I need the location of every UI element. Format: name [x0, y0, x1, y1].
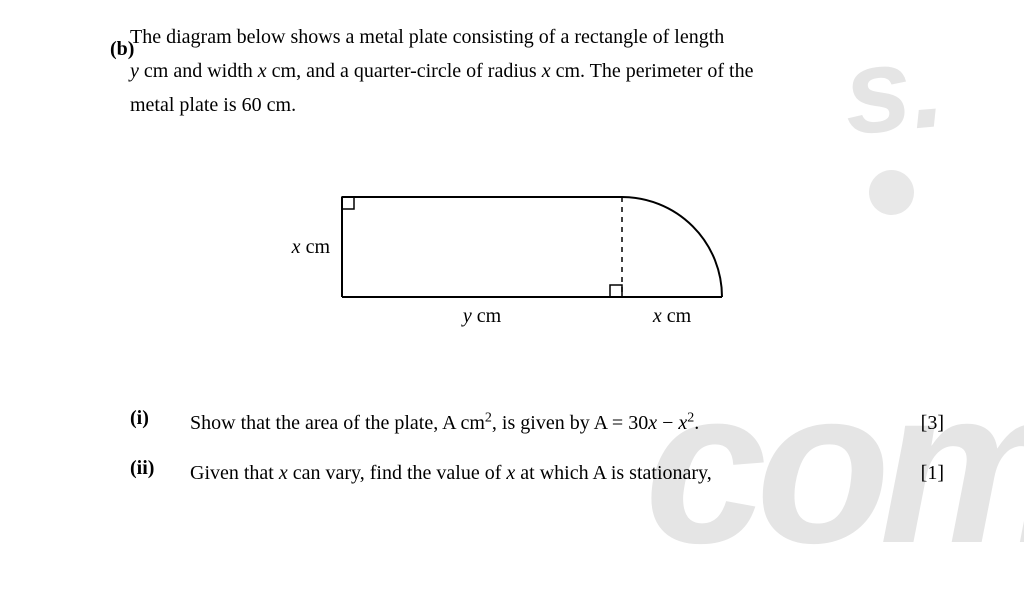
marks-i: [3] — [921, 407, 944, 439]
subpart-ii-label: (ii) — [130, 457, 154, 480]
subpart-i: (i) Show that the area of the plate, A c… — [130, 407, 974, 439]
subpart-i-label: (i) — [130, 407, 149, 430]
metal-plate-svg: x cm y cm x cm — [262, 177, 762, 337]
problem-line2a: cm and width — [139, 60, 258, 82]
svg-text:y cm: y cm — [461, 305, 502, 327]
part-label: (b) — [110, 38, 134, 61]
subpart-i-text: Show that the area of the plate, A cm2, … — [190, 407, 974, 439]
problem-line2b: cm, and a quarter-circle of radius — [267, 60, 542, 82]
var-y: y — [130, 60, 139, 82]
subpart-ii-text: Given that x can vary, find the value of… — [190, 457, 974, 489]
problem-line3: metal plate is 60 cm. — [130, 94, 296, 116]
problem-statement: The diagram below shows a metal plate co… — [130, 20, 950, 122]
marks-ii: [1] — [921, 457, 944, 489]
problem-line2c: cm. The perimeter of the — [551, 60, 754, 82]
subpart-ii: (ii) Given that x can vary, find the val… — [130, 457, 974, 489]
problem-line1: The diagram below shows a metal plate co… — [130, 26, 724, 48]
svg-text:x cm: x cm — [291, 236, 331, 258]
svg-text:x cm: x cm — [652, 305, 692, 327]
var-x: x — [542, 60, 551, 82]
var-x: x — [258, 60, 267, 82]
diagram: x cm y cm x cm — [262, 177, 762, 337]
